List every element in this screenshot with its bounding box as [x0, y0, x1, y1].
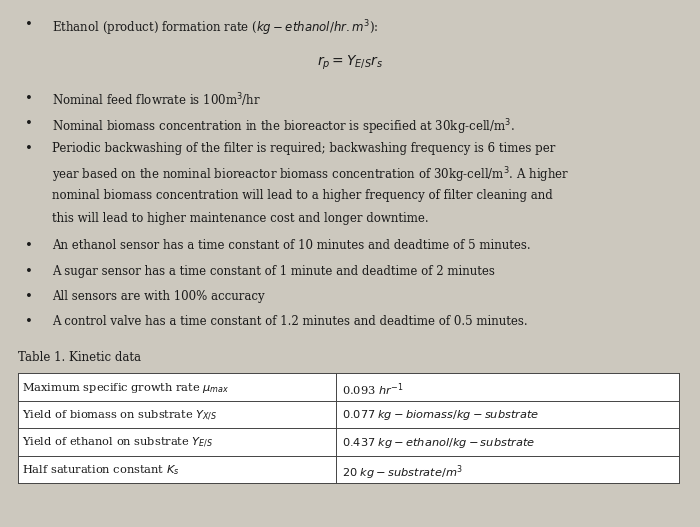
Text: A sugar sensor has a time constant of 1 minute and deadtime of 2 minutes: A sugar sensor has a time constant of 1 … [52, 265, 496, 278]
Text: All sensors are with 100% accuracy: All sensors are with 100% accuracy [52, 290, 265, 303]
Text: Yield of ethanol on substrate $Y_{E/S}$: Yield of ethanol on substrate $Y_{E/S}$ [22, 436, 213, 450]
Text: nominal biomass concentration will lead to a higher frequency of filter cleaning: nominal biomass concentration will lead … [52, 189, 553, 202]
Text: Table 1. Kinetic data: Table 1. Kinetic data [18, 350, 141, 364]
Text: •: • [25, 142, 32, 155]
Text: An ethanol sensor has a time constant of 10 minutes and deadtime of 5 minutes.: An ethanol sensor has a time constant of… [52, 239, 531, 252]
Text: •: • [25, 92, 32, 105]
Text: Half saturation constant $K_s$: Half saturation constant $K_s$ [22, 463, 179, 477]
Text: $0.437\;kg - ethanol/kg - substrate$: $0.437\;kg - ethanol/kg - substrate$ [342, 436, 535, 450]
Bar [18, 373, 679, 483]
Text: •: • [25, 239, 32, 252]
Text: $20\;kg - substrate/m^3$: $20\;kg - substrate/m^3$ [342, 463, 463, 482]
Text: this will lead to higher maintenance cost and longer downtime.: this will lead to higher maintenance cos… [52, 212, 429, 225]
Text: •: • [25, 315, 32, 328]
Text: Yield of biomass on substrate $Y_{X/S}$: Yield of biomass on substrate $Y_{X/S}$ [22, 408, 217, 423]
Text: $r_p = Y_{E/S}r_s$: $r_p = Y_{E/S}r_s$ [317, 54, 383, 72]
Text: Nominal feed flowrate is 100m$^3$/hr: Nominal feed flowrate is 100m$^3$/hr [52, 92, 262, 110]
Text: Periodic backwashing of the filter is required; backwashing frequency is 6 times: Periodic backwashing of the filter is re… [52, 142, 556, 155]
Text: Maximum specific growth rate $\mu_{max}$: Maximum specific growth rate $\mu_{max}$ [22, 381, 229, 395]
Text: Ethanol (product) formation rate ($kg - ethanol/hr.m^3$):: Ethanol (product) formation rate ($kg - … [52, 18, 379, 38]
Text: Nominal biomass concentration in the bioreactor is specified at 30kg-cell/m$^3$.: Nominal biomass concentration in the bio… [52, 117, 515, 136]
Text: A control valve has a time constant of 1.2 minutes and deadtime of 0.5 minutes.: A control valve has a time constant of 1… [52, 315, 528, 328]
Text: year based on the nominal bioreactor biomass concentration of 30kg-cell/m$^3$. A: year based on the nominal bioreactor bio… [52, 165, 570, 186]
Text: •: • [25, 290, 32, 303]
Text: 0.093 $hr^{-1}$: 0.093 $hr^{-1}$ [342, 381, 403, 397]
Text: $0.077\;kg - biomass/kg - substrate$: $0.077\;kg - biomass/kg - substrate$ [342, 408, 539, 423]
Text: •: • [25, 117, 32, 130]
Text: •: • [25, 265, 32, 278]
Text: •: • [25, 18, 32, 32]
